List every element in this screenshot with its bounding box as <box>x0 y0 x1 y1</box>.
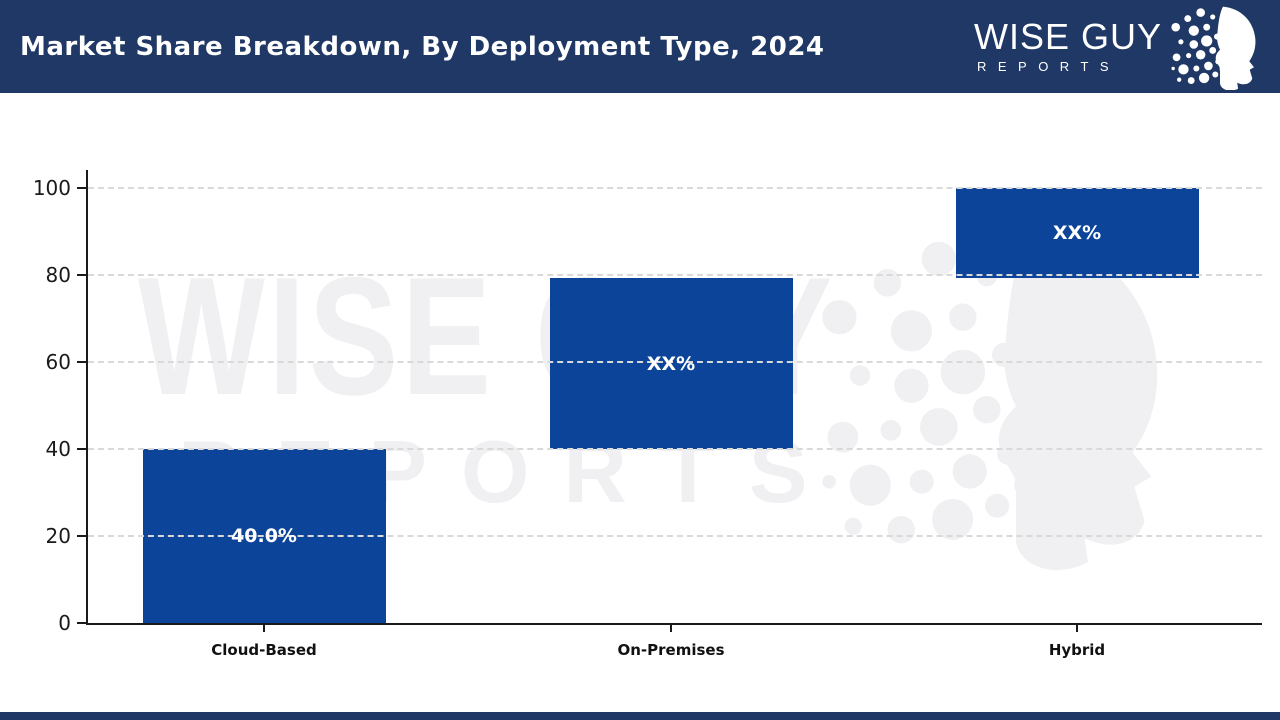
x-category-label-cloud-based: Cloud-Based <box>211 641 317 659</box>
y-tick-mark <box>77 274 86 276</box>
wiseguy-head-icon <box>1168 4 1260 90</box>
gridline-40 <box>88 448 1262 450</box>
gridline-60 <box>88 361 1262 363</box>
logo-subtext: REPORTS <box>976 59 1121 74</box>
wiseguy-logo: WISE GUY REPORTS <box>974 4 1260 90</box>
y-tick-mark <box>77 535 86 537</box>
header: Market Share Breakdown, By Deployment Ty… <box>0 0 1280 93</box>
x-axis-line <box>86 623 1262 625</box>
x-tick-mark <box>1076 625 1078 632</box>
y-tick-label: 20 <box>45 524 71 548</box>
footer-bar <box>0 712 1280 720</box>
logo-wordmark: WISE GUY <box>973 16 1162 57</box>
y-tick-label: 100 <box>32 176 71 200</box>
y-tick-mark <box>77 187 86 189</box>
y-axis-line <box>86 170 88 623</box>
bar-value-label-hybrid: XX% <box>1052 222 1102 245</box>
logo-text: WISE GUY REPORTS <box>973 16 1162 75</box>
gridline-80 <box>88 274 1262 276</box>
page-title: Market Share Breakdown, By Deployment Ty… <box>20 31 825 62</box>
bar-on-premises <box>549 278 793 449</box>
y-tick-label: 0 <box>58 611 71 635</box>
gridline-20 <box>88 535 1262 537</box>
bar-value-label-on-premises: XX% <box>646 352 696 375</box>
x-category-label-hybrid: Hybrid <box>1048 641 1106 659</box>
y-tick-mark <box>77 448 86 450</box>
x-tick-mark <box>670 625 672 632</box>
y-tick-mark <box>77 361 86 363</box>
y-tick-label: 40 <box>45 437 71 461</box>
y-tick-mark <box>77 622 86 624</box>
bar-value-label-cloud-based: 40.0% <box>231 525 297 547</box>
y-tick-label: 60 <box>45 350 71 374</box>
y-tick-label: 80 <box>45 263 71 287</box>
x-tick-mark <box>263 625 265 632</box>
gridline-100 <box>88 187 1262 189</box>
x-category-label-on-premises: On-Premises <box>617 641 725 659</box>
